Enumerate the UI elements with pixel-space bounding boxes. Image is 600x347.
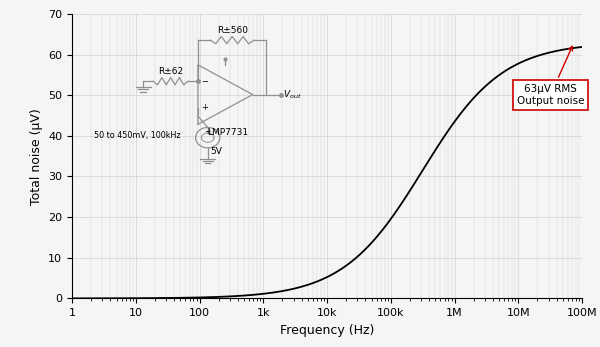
X-axis label: Frequency (Hz): Frequency (Hz) [280,324,374,337]
Y-axis label: Total noise (μV): Total noise (μV) [29,108,43,204]
Text: 63μV RMS
Output noise: 63μV RMS Output noise [517,46,584,106]
